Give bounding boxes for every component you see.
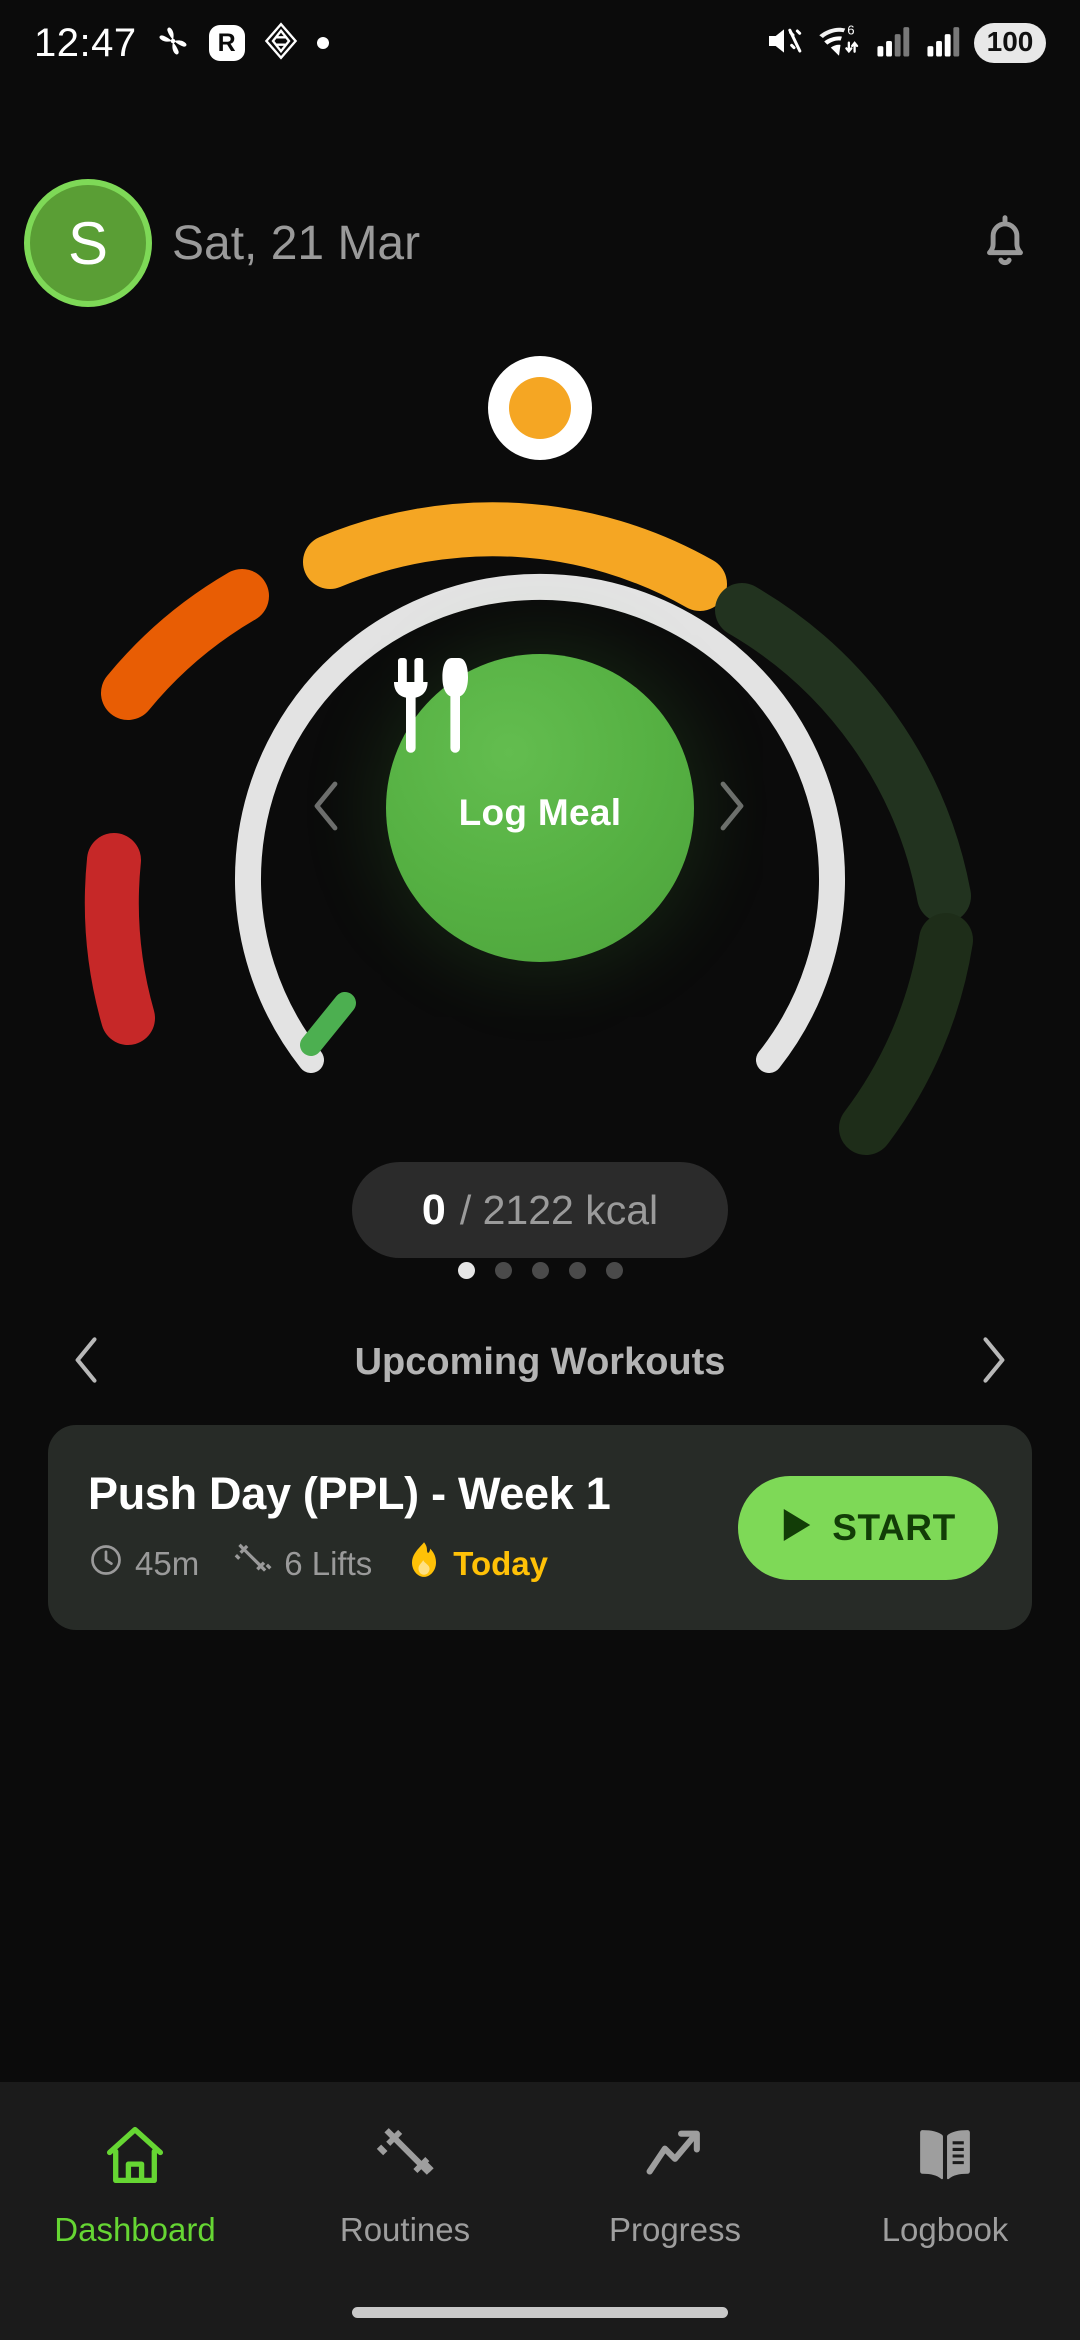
chevron-left-icon bbox=[72, 1334, 102, 1391]
nav-item-dashboard[interactable]: Dashboard bbox=[10, 2124, 260, 2249]
gauge-progress-marker bbox=[300, 992, 356, 1056]
carousel-dot-1[interactable] bbox=[457, 1262, 475, 1279]
app-header: S Sat, 21 Mar bbox=[0, 178, 1080, 308]
gauge-progress-track bbox=[235, 573, 845, 1073]
upcoming-workouts-title: Upcoming Workouts bbox=[354, 1340, 726, 1383]
workout-duration-label: 45m bbox=[135, 1544, 200, 1582]
dumbbell-icon bbox=[372, 2124, 438, 2191]
gauge-knob-center bbox=[509, 377, 571, 439]
nav-item-progress[interactable]: Progress bbox=[550, 2124, 800, 2249]
flame-icon bbox=[406, 1540, 442, 1588]
workout-card[interactable]: Push Day (PPL) - Week 1 45m bbox=[48, 1425, 1032, 1630]
workout-title: Push Day (PPL) - Week 1 bbox=[88, 1467, 611, 1519]
play-icon bbox=[780, 1506, 814, 1549]
bell-icon bbox=[974, 209, 1036, 278]
gauge-arcs bbox=[84, 502, 973, 1155]
bottom-navigation: Dashboard Routines Progress bbox=[0, 2082, 1080, 2340]
date-label: Sat, 21 Mar bbox=[172, 216, 421, 270]
nav-label-logbook: Logbook bbox=[881, 2211, 1009, 2248]
dumbbell-icon bbox=[233, 1540, 273, 1588]
carousel-dot-3[interactable] bbox=[531, 1262, 549, 1279]
upcoming-prev-button[interactable] bbox=[64, 1332, 110, 1392]
log-meal-label: Log Meal bbox=[458, 792, 622, 833]
svg-text:6: 6 bbox=[847, 22, 854, 37]
clock-icon bbox=[88, 1542, 124, 1586]
nav-label-routines: Routines bbox=[339, 2211, 471, 2248]
signal-1-icon bbox=[874, 22, 912, 65]
gauge-segment-dark-green-upper bbox=[715, 583, 971, 923]
nav-item-logbook[interactable]: Logbook bbox=[820, 2124, 1070, 2249]
battery-badge: 100 bbox=[974, 23, 1046, 63]
gauge-segment-deep-orange bbox=[101, 569, 269, 720]
workout-lifts: 6 Lifts bbox=[233, 1540, 372, 1588]
home-indicator bbox=[352, 2307, 728, 2318]
trending-up-icon bbox=[642, 2124, 708, 2191]
gauge-prev-button[interactable] bbox=[310, 780, 366, 844]
nav-item-routines[interactable]: Routines bbox=[280, 2124, 530, 2249]
workout-when: Today bbox=[406, 1540, 548, 1588]
upcoming-workouts-header: Upcoming Workouts bbox=[0, 1312, 1080, 1412]
carousel-dot-2[interactable] bbox=[494, 1262, 512, 1279]
workout-when-label: Today bbox=[453, 1544, 548, 1582]
start-workout-label: START bbox=[832, 1506, 956, 1548]
r-badge-icon: R bbox=[208, 25, 245, 61]
status-bar-clock: 12:47 bbox=[34, 20, 137, 65]
gauge-knob[interactable] bbox=[488, 356, 592, 460]
status-bar-left: 12:47 R bbox=[34, 21, 329, 66]
gauge-segment-dark-green-lower bbox=[839, 913, 973, 1155]
gauge-segment-red bbox=[84, 833, 155, 1045]
pinwheel-icon bbox=[155, 23, 191, 64]
gauge-next-button[interactable] bbox=[714, 780, 770, 844]
avatar[interactable]: S bbox=[24, 179, 152, 307]
nav-label-dashboard: Dashboard bbox=[54, 2211, 216, 2248]
carousel-dot-4[interactable] bbox=[568, 1262, 586, 1279]
workout-card-main: Push Day (PPL) - Week 1 45m bbox=[88, 1468, 738, 1588]
calorie-summary-pill[interactable]: 0 / 2122 kcal bbox=[352, 1162, 728, 1258]
start-workout-button[interactable]: START bbox=[738, 1475, 998, 1580]
workout-meta: 45m 6 Lifts bbox=[88, 1540, 738, 1588]
signal-2-icon bbox=[924, 22, 962, 65]
diamond-icon bbox=[263, 21, 299, 65]
gauge-segment-orange bbox=[303, 502, 727, 611]
nav-label-progress: Progress bbox=[608, 2211, 742, 2248]
calories-total: / 2122 kcal bbox=[459, 1186, 659, 1233]
mute-icon bbox=[764, 21, 804, 66]
chevron-right-icon bbox=[978, 1334, 1008, 1391]
home-icon bbox=[102, 2124, 168, 2191]
notifications-button[interactable] bbox=[960, 198, 1050, 288]
log-meal-button[interactable]: Log Meal bbox=[386, 654, 694, 962]
status-bar: 12:47 R bbox=[0, 0, 1080, 86]
calories-current: 0 bbox=[421, 1185, 446, 1234]
carousel-dot-5[interactable] bbox=[605, 1262, 623, 1279]
workout-lifts-label: 6 Lifts bbox=[284, 1544, 373, 1582]
carousel-dots[interactable] bbox=[0, 1262, 1080, 1279]
calorie-gauge: Log Meal bbox=[0, 300, 1080, 1279]
workout-duration: 45m bbox=[88, 1542, 199, 1586]
status-bar-right: 6 10 bbox=[764, 21, 1046, 66]
dot-icon bbox=[316, 37, 329, 49]
book-icon bbox=[912, 2124, 978, 2191]
wifi-6-icon: 6 bbox=[816, 21, 862, 66]
upcoming-next-button[interactable] bbox=[970, 1332, 1016, 1392]
